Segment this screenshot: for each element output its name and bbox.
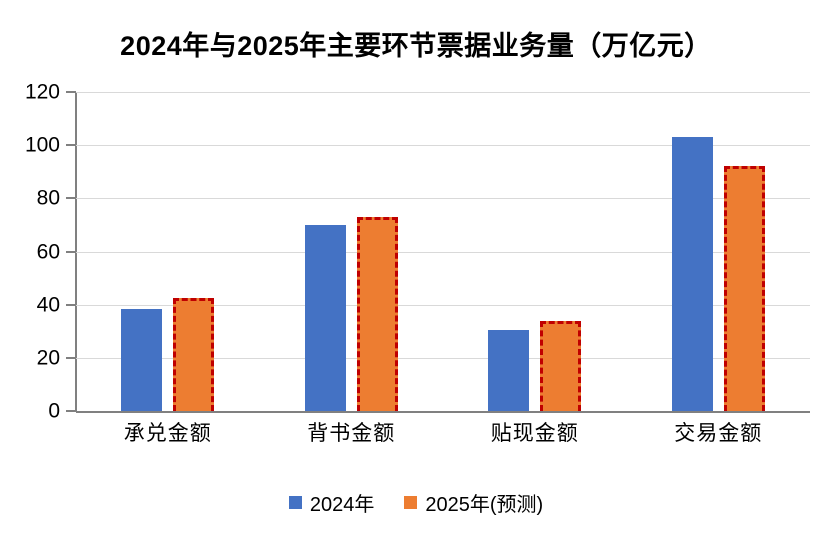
y-axis-tick-120 <box>66 91 76 93</box>
legend-swatch-icon <box>288 496 302 509</box>
y-axis-tick-80 <box>66 197 76 200</box>
y-axis-label-0: 0 <box>48 399 60 423</box>
gridline-40 <box>76 304 810 306</box>
legend-label: 2024年 <box>309 494 375 516</box>
gridline-60 <box>76 251 810 253</box>
x-axis-label-背书金额: 背书金额 <box>307 422 396 445</box>
gridline-80 <box>76 198 810 200</box>
bar-2024年-贴现金额 <box>488 329 530 411</box>
legend-swatch-icon <box>404 496 418 509</box>
legend-item-2025年(预测): 2025年(预测) <box>404 488 543 517</box>
x-axis-label-贴现金额: 贴现金额 <box>490 422 579 445</box>
x-axis-line <box>76 411 810 413</box>
gridline-120 <box>76 92 810 93</box>
x-axis-label-交易金额: 交易金额 <box>674 422 763 445</box>
y-axis-label-80: 80 <box>36 186 60 210</box>
bar-2025年(预测)-交易金额 <box>723 166 765 411</box>
gridline-100 <box>76 145 810 147</box>
legend-label: 2025年(预测) <box>425 494 544 516</box>
chart-legend: 2024年 2025年(预测) <box>0 488 832 517</box>
y-axis-label-20: 20 <box>36 346 60 370</box>
y-axis-tick-20 <box>66 356 76 359</box>
plot-area: 0 20 40 60 80 100 120 承兑金额 背书金额 贴现金额 交易金额 <box>25 82 810 445</box>
y-axis-label-100: 100 <box>24 133 60 157</box>
bar-2024年-承兑金额 <box>121 308 163 411</box>
gridline-20 <box>76 357 810 359</box>
y-axis-label-120: 120 <box>24 80 60 104</box>
y-axis-tick-0 <box>66 410 76 412</box>
bar-2024年-背书金额 <box>304 224 346 411</box>
bar-2025年(预测)-背书金额 <box>356 216 398 411</box>
y-axis-tick-60 <box>66 250 76 253</box>
legend-item-2024年: 2024年 <box>288 488 375 517</box>
y-axis-label-60: 60 <box>36 240 60 263</box>
bar-2025年(预测)-承兑金额 <box>173 298 215 411</box>
bar-2025年(预测)-贴现金额 <box>540 320 582 411</box>
y-axis-label-40: 40 <box>36 293 60 317</box>
bar-2024年-交易金额 <box>671 137 713 411</box>
x-axis-label-承兑金额: 承兑金额 <box>123 422 212 445</box>
y-axis-tick-100 <box>66 144 76 147</box>
chart-title: 2024年与2025年主要环节票据业务量（万亿元） <box>120 31 712 61</box>
y-axis-tick-40 <box>66 303 76 306</box>
